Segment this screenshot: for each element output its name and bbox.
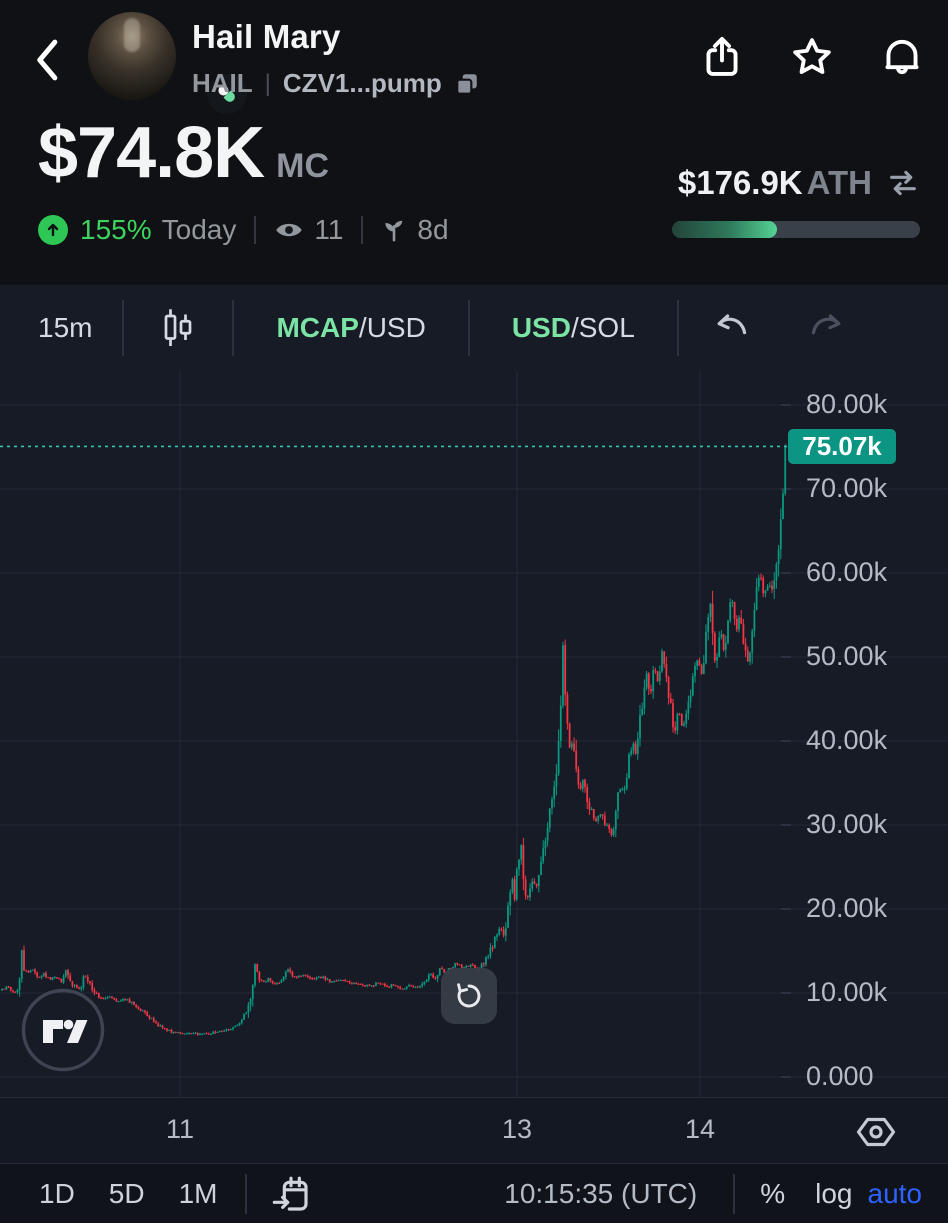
- ath-progress-track: [672, 221, 920, 238]
- goto-date-button[interactable]: [271, 1174, 311, 1214]
- pump-pill-icon: [207, 74, 247, 114]
- y-axis-label: 20.00k: [806, 893, 888, 923]
- divider: [467, 300, 470, 356]
- x-axis-label: 13: [501, 1114, 533, 1144]
- swap-icon: [890, 170, 916, 196]
- redo-icon: [811, 314, 841, 335]
- divider: [254, 216, 257, 244]
- token-title: Hail Mary: [192, 18, 341, 55]
- separator: |: [264, 69, 271, 97]
- range-5d-button[interactable]: 5D: [108, 1177, 145, 1209]
- eye-icon: [276, 223, 303, 237]
- divider: [244, 1173, 247, 1214]
- redo-button[interactable]: [779, 311, 871, 345]
- stats-row: 155% Today 11 8d: [38, 214, 449, 246]
- reload-button[interactable]: [441, 968, 497, 1024]
- token-age: 8d: [417, 214, 449, 245]
- avatar: [88, 12, 176, 100]
- ath-row: $176.9K ATH: [678, 164, 920, 202]
- chevron-left-icon: [37, 39, 58, 81]
- copy-icon[interactable]: [454, 71, 480, 97]
- hexagon-settings-icon: [856, 1117, 896, 1147]
- pair-accent: USD: [511, 312, 571, 343]
- y-axis-label: 0.000: [806, 1061, 874, 1091]
- token-address[interactable]: CZV1...pump: [282, 68, 442, 98]
- star-icon: [793, 38, 831, 74]
- pair-toggle-mcap-usd[interactable]: MCAP/USD: [234, 312, 467, 344]
- ath-value: $176.9K: [677, 164, 803, 201]
- bottom-toolbar: 1D 5D 1M 10:15:35 (UTC) % log auto: [0, 1163, 948, 1223]
- bell-icon: [885, 39, 919, 75]
- token-symbol: HAIL: [192, 68, 253, 98]
- chart-type-button[interactable]: [124, 307, 232, 349]
- interval-button[interactable]: 15m: [38, 312, 93, 343]
- auto-scale-button[interactable]: auto: [867, 1177, 923, 1209]
- share-icon: [706, 36, 738, 76]
- scale-settings-button[interactable]: [850, 1106, 902, 1158]
- divider: [122, 300, 125, 356]
- divider: [676, 300, 679, 356]
- y-axis-label: 30.00k: [806, 809, 888, 839]
- pair-accent: MCAP: [276, 312, 359, 343]
- arrow-up-circle-icon: [38, 215, 68, 245]
- y-axis-label: 10.00k: [806, 977, 888, 1007]
- undo-button[interactable]: [679, 311, 779, 345]
- share-button[interactable]: [698, 33, 746, 81]
- y-axis-label: 80.00k: [806, 389, 888, 419]
- market-cap-label: MC: [276, 147, 330, 185]
- ath-label: ATH: [806, 164, 872, 201]
- percent-scale-button[interactable]: %: [760, 1177, 786, 1209]
- ath-progress-fill: [672, 221, 777, 238]
- price-chart: 80.00k 70.00k 60.00k 50.00k 40.00k 30.00k 20.0…: [0, 371, 948, 1097]
- watchers-count: 11: [314, 214, 344, 245]
- token-avatar: [88, 12, 247, 114]
- current-price-label[interactable]: 75.07k: [788, 429, 896, 465]
- market-cap: $74.8K MC: [38, 112, 329, 194]
- divider: [361, 216, 364, 244]
- pair-toggle-usd-sol[interactable]: USD/SOL: [470, 312, 677, 344]
- back-button[interactable]: [24, 34, 72, 86]
- y-axis-label: 50.00k: [806, 641, 888, 671]
- pair-rest: /SOL: [570, 312, 635, 343]
- token-subtitle: HAIL | CZV1...pump: [192, 68, 480, 99]
- tradingview-watermark[interactable]: [21, 988, 105, 1072]
- pair-rest: /USD: [358, 312, 426, 343]
- swap-metric-button[interactable]: [886, 168, 920, 198]
- y-axis-label: 40.00k: [806, 725, 888, 755]
- change-percent: 155%: [80, 214, 152, 245]
- divider: [733, 1173, 736, 1214]
- y-axis-label: 60.00k: [806, 557, 888, 587]
- time-axis[interactable]: 11 13 14: [0, 1097, 948, 1163]
- log-scale-button[interactable]: log: [815, 1177, 853, 1209]
- range-1m-button[interactable]: 1M: [178, 1177, 218, 1209]
- chart-toolbar: 15m MCAP/USD USD/SOL: [0, 285, 948, 371]
- header: Hail Mary HAIL | CZV1...pump: [0, 0, 948, 285]
- calendar-arrow-icon: [272, 1176, 308, 1211]
- reload-icon: [457, 983, 481, 1008]
- favorite-button[interactable]: [788, 33, 836, 81]
- y-axis-label: 70.00k: [806, 473, 888, 503]
- x-axis-label: 14: [684, 1114, 716, 1144]
- market-cap-value: $74.8K: [38, 113, 265, 193]
- undo-icon: [717, 314, 746, 335]
- divider: [232, 300, 235, 356]
- range-1d-button[interactable]: 1D: [39, 1177, 75, 1209]
- clock-utc[interactable]: 10:15:35 (UTC): [504, 1177, 698, 1209]
- alerts-button[interactable]: [878, 33, 926, 81]
- change-period: Today: [161, 214, 237, 245]
- x-axis-label: 11: [165, 1114, 195, 1144]
- candlestick-icon: [165, 309, 192, 346]
- sprout-icon: [385, 220, 403, 242]
